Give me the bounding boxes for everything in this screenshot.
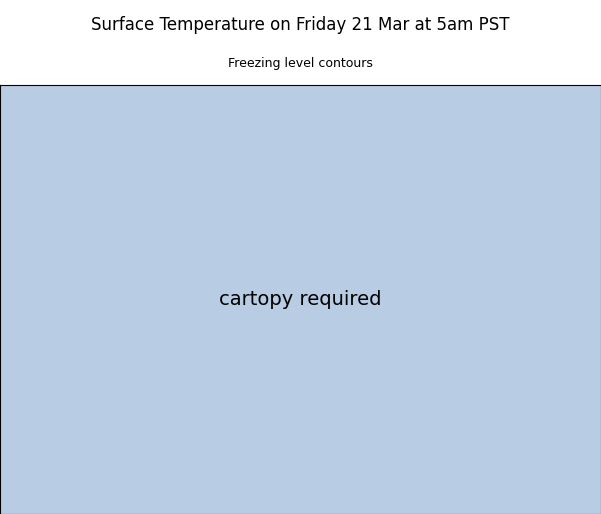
Text: cartopy required: cartopy required: [219, 290, 382, 309]
Text: Surface Temperature on Friday 21 Mar at 5am PST: Surface Temperature on Friday 21 Mar at …: [91, 16, 510, 34]
Text: Freezing level contours: Freezing level contours: [228, 57, 373, 70]
